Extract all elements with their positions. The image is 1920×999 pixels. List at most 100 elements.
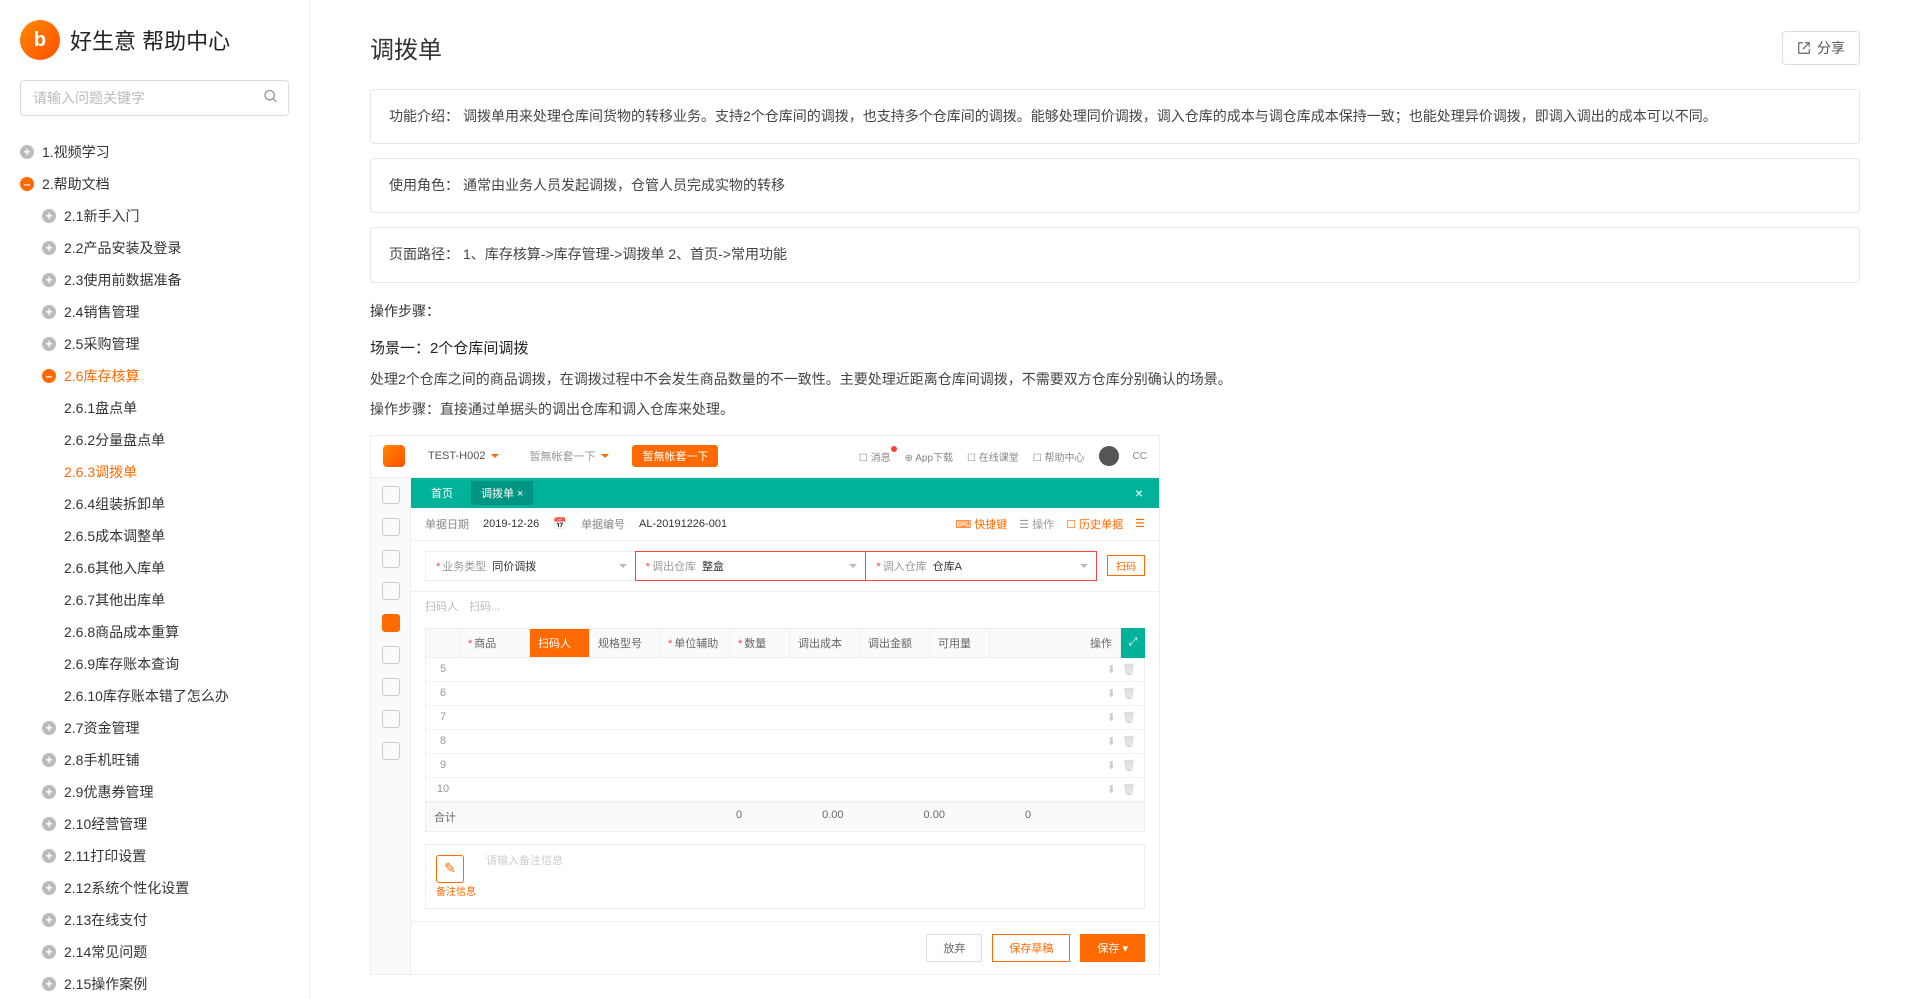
remark-input[interactable]	[486, 855, 786, 867]
nav-video-learning[interactable]: + 1.视频学习	[20, 136, 289, 168]
nav-label: 2.4销售管理	[64, 302, 139, 322]
nav-label: 2.11打印设置	[64, 846, 146, 866]
nav-2-1[interactable]: +2.1新手入门	[42, 200, 289, 232]
nav-2-4[interactable]: +2.4销售管理	[42, 296, 289, 328]
delete-icon[interactable]: 🗑	[1122, 711, 1136, 724]
tutorial-link[interactable]: ☐ 在线课堂	[967, 449, 1019, 464]
download-icon[interactable]: ⬇	[1107, 711, 1116, 724]
row-ops[interactable]: ⬇🗑	[1099, 783, 1144, 796]
row-ops[interactable]: ⬇🗑	[1099, 759, 1144, 772]
biz-type-select[interactable]: 业务类型同价调拨	[425, 551, 636, 581]
nav-label: 2.6库存核算	[64, 366, 139, 386]
delete-icon[interactable]: 🗑	[1122, 759, 1136, 772]
nav-label: 2.10经营管理	[64, 814, 147, 834]
nav-label: 1.视频学习	[42, 142, 110, 162]
nav-2-6-4[interactable]: 2.6.4组装拆卸单	[64, 488, 289, 520]
plus-icon: +	[42, 977, 56, 991]
nav-2-6[interactable]: –2.6库存核算	[42, 360, 289, 392]
intro-text: 调拨单用来处理仓库间货物的转移业务。支持2个仓库间的调拨，也支持多个仓库间的调拨…	[463, 108, 1717, 124]
nav-2-6-7[interactable]: 2.6.7其他出库单	[64, 584, 289, 616]
row-ops[interactable]: ⬇🗑	[1099, 711, 1144, 724]
nav-2-14[interactable]: +2.14常见问题	[42, 936, 289, 968]
table-row[interactable]: 7⬇🗑	[426, 706, 1144, 730]
nav-2-9[interactable]: +2.9优惠券管理	[42, 776, 289, 808]
delete-icon[interactable]: 🗑	[1122, 783, 1136, 796]
nav-icon[interactable]	[382, 582, 400, 600]
msg-link[interactable]: ☐ 消息	[859, 449, 891, 464]
save-draft-button[interactable]: 保存草稿	[992, 934, 1070, 962]
nav-icon[interactable]	[382, 678, 400, 696]
tab-home[interactable]: 首页	[421, 481, 463, 505]
nav-2-3[interactable]: +2.3使用前数据准备	[42, 264, 289, 296]
steps-heading: 操作步骤：	[370, 301, 1860, 321]
nav-icon[interactable]	[382, 742, 400, 760]
nav-2-13[interactable]: +2.13在线支付	[42, 904, 289, 936]
main-content: 调拨单 分享 功能介绍：调拨单用来处理仓库间货物的转移业务。支持2个仓库间的调拨…	[310, 0, 1920, 999]
nav-help-docs[interactable]: – 2.帮助文档	[20, 168, 289, 200]
nav-icon-active[interactable]	[382, 614, 400, 632]
in-warehouse-select[interactable]: 调入仓库仓库A	[865, 551, 1097, 581]
table-row[interactable]: 9⬇🗑	[426, 754, 1144, 778]
nav-2-6-1[interactable]: 2.6.1盘点单	[64, 392, 289, 424]
table-row[interactable]: 5⬇🗑	[426, 658, 1144, 682]
nav-2-10[interactable]: +2.10经营管理	[42, 808, 289, 840]
download-icon[interactable]: ⬇	[1107, 783, 1116, 796]
download-icon[interactable]: ⬇	[1107, 759, 1116, 772]
plus-icon: +	[42, 209, 56, 223]
app-download-link[interactable]: ⊕ App下载	[905, 449, 953, 464]
download-icon[interactable]: ⬇	[1107, 687, 1116, 700]
nav-2-6-9[interactable]: 2.6.9库存账本查询	[64, 648, 289, 680]
nav-2-6-6[interactable]: 2.6.6其他入库单	[64, 552, 289, 584]
out-warehouse-select[interactable]: 调出仓库整盒	[635, 551, 867, 581]
search-input[interactable]	[20, 80, 289, 116]
delete-icon[interactable]: 🗑	[1122, 687, 1136, 700]
delete-icon[interactable]: 🗑	[1122, 735, 1136, 748]
nav-2-11[interactable]: +2.11打印设置	[42, 840, 289, 872]
nav-2-6-8[interactable]: 2.6.8商品成本重算	[64, 616, 289, 648]
nav-label: 2.2产品安装及登录	[64, 238, 181, 258]
delete-icon[interactable]: 🗑	[1122, 663, 1136, 676]
save-button[interactable]: 保存 ▾	[1080, 934, 1145, 962]
share-button[interactable]: 分享	[1782, 31, 1860, 65]
expand-icon[interactable]: ⤢	[1121, 628, 1145, 658]
tab-doc[interactable]: 调拨单 ×	[471, 481, 533, 505]
nav-2-2[interactable]: +2.2产品安装及登录	[42, 232, 289, 264]
nav-2-15[interactable]: +2.15操作案例	[42, 968, 289, 999]
nav-2-7[interactable]: +2.7资金管理	[42, 712, 289, 744]
download-icon[interactable]: ⬇	[1107, 663, 1116, 676]
table-row[interactable]: 10⬇🗑	[426, 778, 1144, 802]
nav-icon[interactable]	[382, 646, 400, 664]
nav-2-6-10[interactable]: 2.6.10库存账本错了怎么办	[64, 680, 289, 712]
nav-icon[interactable]	[382, 710, 400, 728]
row-ops[interactable]: ⬇🗑	[1099, 687, 1144, 700]
nav-2-6-2[interactable]: 2.6.2分量盘点单	[64, 424, 289, 456]
table-row[interactable]: 8⬇🗑	[426, 730, 1144, 754]
nav-2-5[interactable]: +2.5采购管理	[42, 328, 289, 360]
download-icon[interactable]: ⬇	[1107, 735, 1116, 748]
discard-button[interactable]: 放弃	[926, 934, 982, 962]
nav-icon[interactable]	[382, 518, 400, 536]
avatar-icon[interactable]	[1099, 446, 1119, 466]
bookshelf-select[interactable]: 暂無帐套一下	[522, 445, 616, 467]
nav-2-6-5[interactable]: 2.6.5成本调整单	[64, 520, 289, 552]
quick-link[interactable]: ⌨ 快捷键	[955, 516, 1007, 532]
nav-2-8[interactable]: +2.8手机旺铺	[42, 744, 289, 776]
help-link[interactable]: ☐ 帮助中心	[1033, 449, 1085, 464]
nav-2-6-3[interactable]: 2.6.3调拨单	[64, 456, 289, 488]
logo: b 好生意 帮助中心	[20, 20, 289, 60]
row-ops[interactable]: ⬇🗑	[1099, 663, 1144, 676]
history-link[interactable]: ☐ 历史单据	[1066, 516, 1123, 532]
ops-link[interactable]: ☰ 操作	[1019, 516, 1054, 532]
app-logo-icon	[383, 445, 405, 467]
close-tabs-icon[interactable]: ×	[1129, 485, 1149, 501]
share-icon	[1797, 41, 1811, 55]
scan-button[interactable]: 扫码	[1107, 555, 1145, 576]
company-select[interactable]: TEST-H002	[421, 447, 506, 465]
nav-icon[interactable]	[382, 550, 400, 568]
logo-icon: b	[20, 20, 60, 60]
search-pill[interactable]: 暂無帐套一下	[632, 445, 718, 467]
table-row[interactable]: 6⬇🗑	[426, 682, 1144, 706]
nav-2-12[interactable]: +2.12系统个性化设置	[42, 872, 289, 904]
row-ops[interactable]: ⬇🗑	[1099, 735, 1144, 748]
nav-icon[interactable]	[382, 486, 400, 504]
